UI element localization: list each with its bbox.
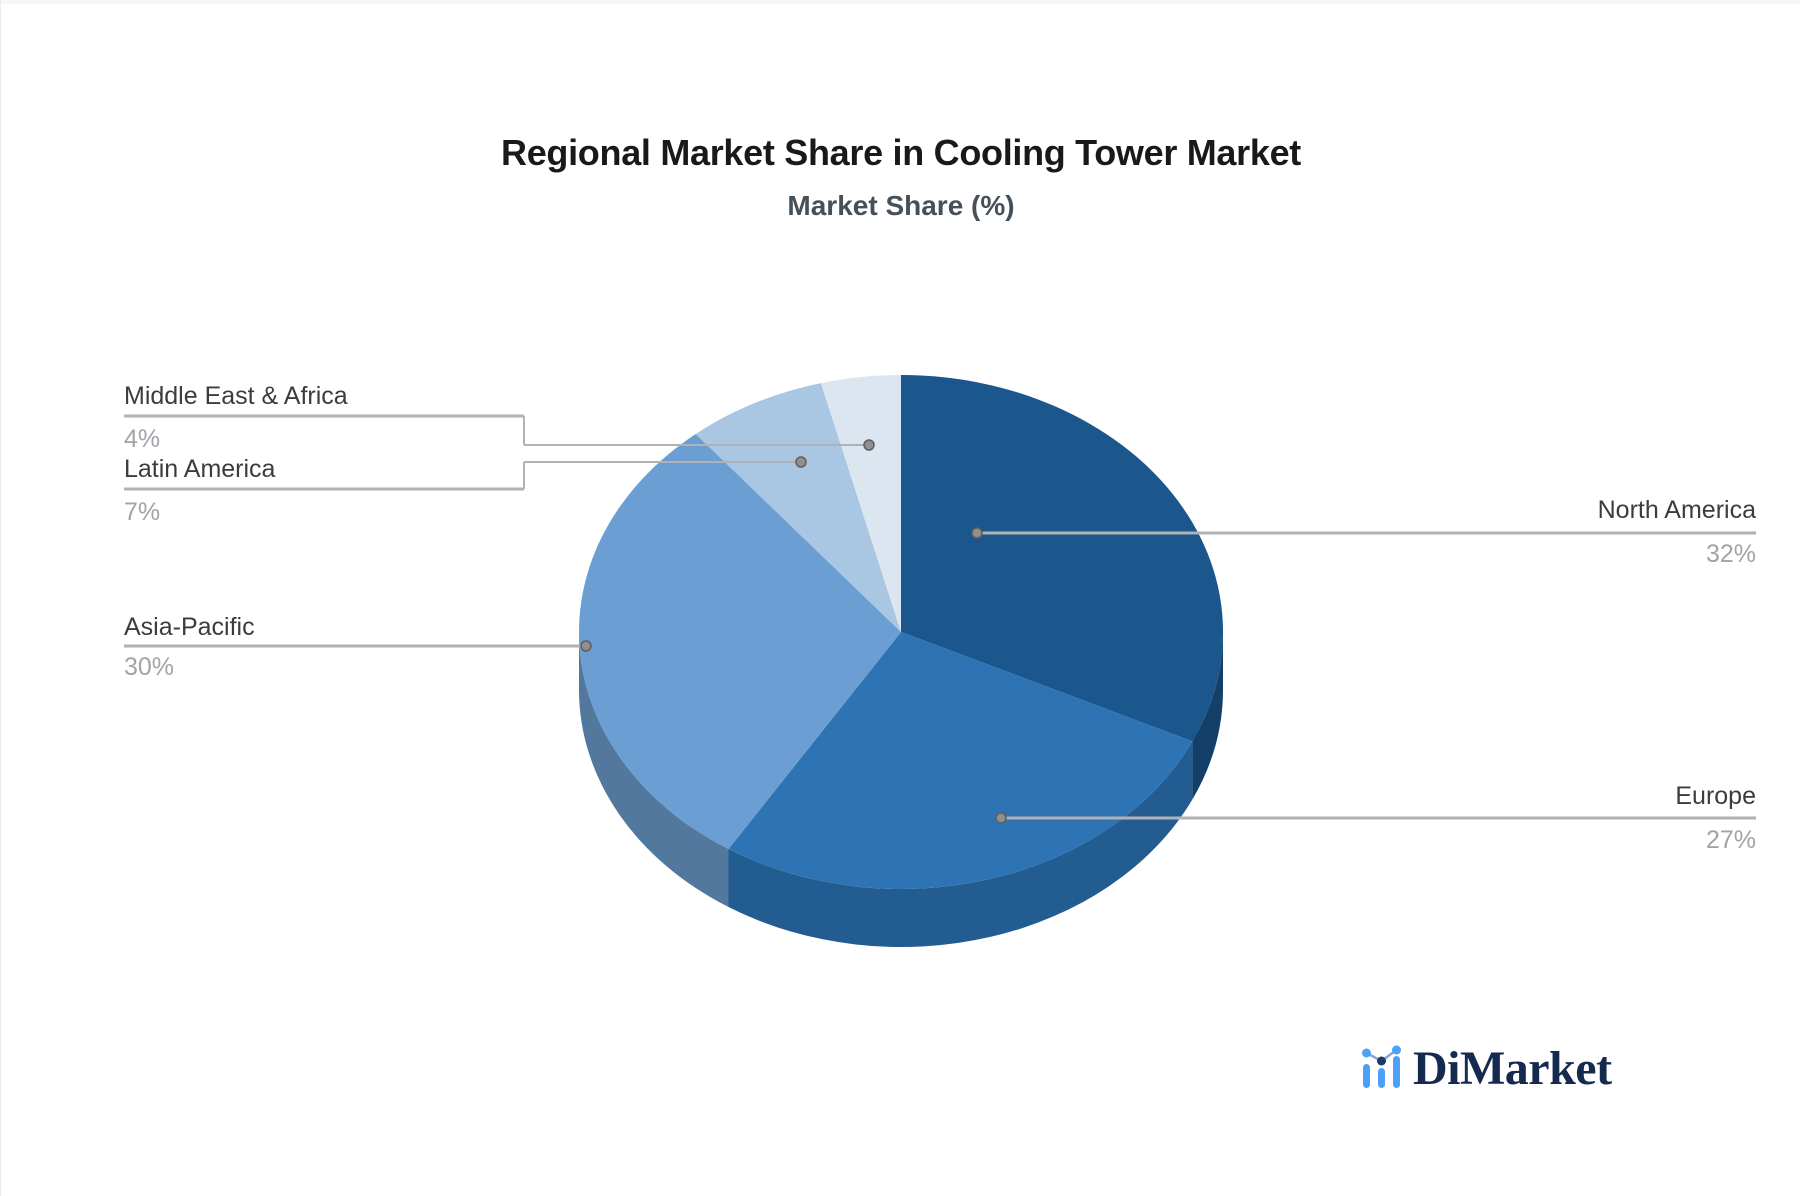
callout-label-asia-pacific: Asia-Pacific bbox=[124, 613, 255, 641]
callout-label-middle-east-africa: Middle East & Africa bbox=[124, 382, 348, 410]
top-strip bbox=[1, 0, 1800, 4]
callout-label-europe: Europe bbox=[1675, 782, 1756, 810]
dimarket-logo-text: DiMarket bbox=[1413, 1042, 1612, 1095]
callout-label-latin-america: Latin America bbox=[124, 455, 276, 483]
page-title: Regional Market Share in Cooling Tower M… bbox=[501, 132, 1301, 173]
callout-label-north-america: North America bbox=[1597, 496, 1756, 524]
pie-side-north-america bbox=[1192, 632, 1223, 800]
pie-slice-asia-pacific[interactable] bbox=[578, 434, 901, 849]
pie-slice-europe[interactable] bbox=[728, 632, 1193, 890]
callout-dot-asia-pacific bbox=[580, 640, 592, 652]
callout-value-north-america: 32% bbox=[1705, 540, 1756, 568]
callout-dot-latin-america bbox=[795, 456, 807, 468]
callout-dot-north-america bbox=[971, 527, 983, 539]
pie-side-asia-pacific bbox=[579, 632, 729, 907]
callout-dot-middle-east-africa bbox=[863, 439, 875, 451]
callout-value-europe: 27% bbox=[1705, 826, 1756, 854]
callout-value-asia-pacific: 30% bbox=[124, 653, 175, 681]
callout-dot-europe bbox=[995, 812, 1007, 824]
bar-line-chart-logo-icon bbox=[1362, 1045, 1401, 1088]
pie-slice-middle-east-africa[interactable] bbox=[820, 375, 901, 632]
pie-slice-north-america[interactable] bbox=[901, 374, 1224, 742]
callout-value-latin-america: 7% bbox=[124, 498, 161, 526]
callout-value-middle-east-africa: 4% bbox=[124, 425, 161, 453]
pie-side-europe bbox=[728, 741, 1193, 948]
chart-subtitle: Market Share (%) bbox=[787, 190, 1015, 221]
